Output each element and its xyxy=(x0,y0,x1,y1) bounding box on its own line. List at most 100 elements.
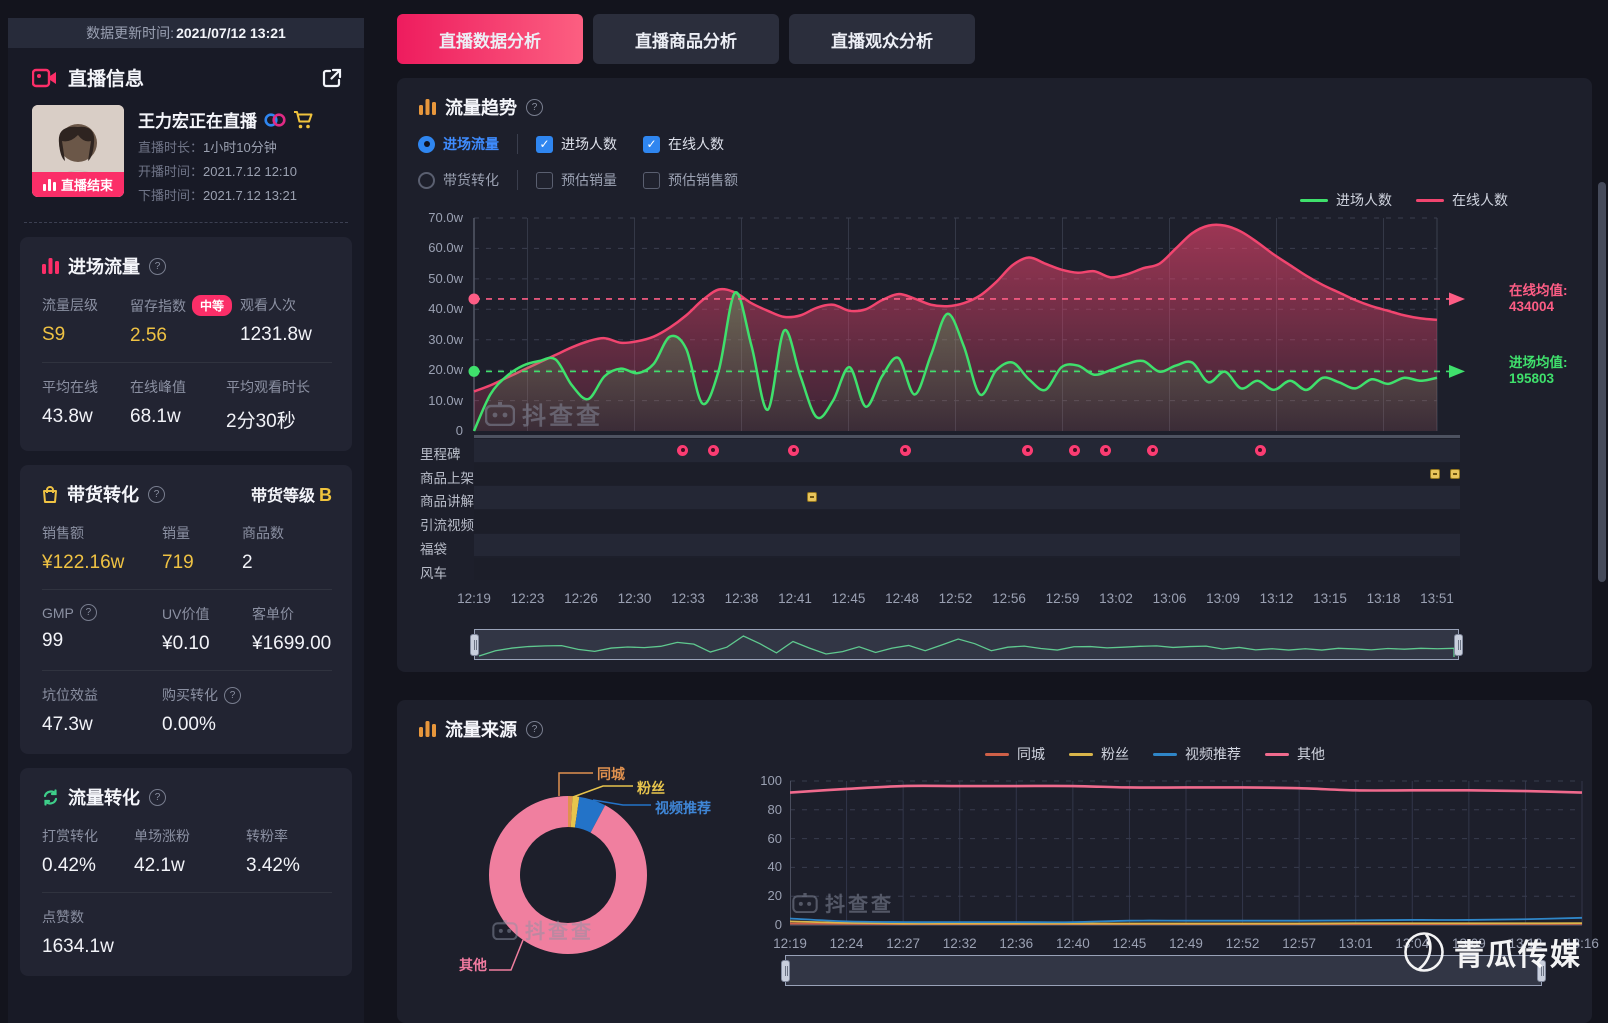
radio-goods-conversion[interactable] xyxy=(418,171,435,189)
help-icon[interactable] xyxy=(149,257,166,275)
checkbox-est-sales-amount-label[interactable]: 预估销售额 xyxy=(668,172,738,188)
live-info-title: 直播信息 xyxy=(68,69,145,90)
tab-live-audience-analysis[interactable]: 直播观众分析 xyxy=(789,14,975,64)
brush-handle-right[interactable] xyxy=(1537,959,1546,982)
event-marker-milestone[interactable] xyxy=(1254,444,1266,456)
donut-slice-粉丝[interactable] xyxy=(570,796,580,828)
legend-item-同城[interactable]: 同城 xyxy=(985,744,1045,764)
legend-item-在线人数[interactable]: 在线人数 xyxy=(1416,190,1508,210)
trend-chart[interactable] xyxy=(397,208,1527,448)
stat-view-count: 观看人次 1231.8w xyxy=(240,297,312,345)
x-tick-label: 12:41 xyxy=(778,591,812,606)
checkbox-est-sales-volume[interactable] xyxy=(536,171,553,189)
event-marker-milestone[interactable] xyxy=(707,444,719,456)
event-marker-milestone[interactable] xyxy=(1100,444,1112,456)
event-marker-milestone[interactable] xyxy=(1022,444,1034,456)
bar-chart-icon-orange xyxy=(419,721,436,737)
checkbox-est-sales-volume-label[interactable]: 预估销量 xyxy=(561,172,617,188)
legend-label: 进场人数 xyxy=(1336,192,1392,208)
page-scrollbar[interactable] xyxy=(1598,182,1606,582)
event-marker-milestone[interactable] xyxy=(1069,444,1081,456)
link-icon[interactable] xyxy=(264,112,286,127)
y-tick-label: 40 xyxy=(767,859,782,875)
stream-duration-row: 直播时长：1小时10分钟 xyxy=(138,140,277,155)
legend-label: 同城 xyxy=(1017,746,1045,762)
sidebar: 数据更新时间: 2021/07/12 13:21 直播信息 xyxy=(8,18,364,1023)
trend-brush[interactable] xyxy=(470,629,1463,660)
checkbox-entry-count-label[interactable]: 进场人数 xyxy=(561,136,617,152)
checkbox-entry-count[interactable] xyxy=(536,135,553,153)
event-marker-product[interactable] xyxy=(1450,468,1461,479)
cart-icon[interactable] xyxy=(293,110,313,129)
trend-controls-row1: 进场流量 进场人数 在线人数 xyxy=(418,134,724,154)
retention-badge: 中等 xyxy=(192,295,233,316)
donut-label-fans: 粉丝 xyxy=(637,780,665,796)
streamer-avatar[interactable]: 直播结束 xyxy=(32,105,124,197)
x-tick-label: 12:24 xyxy=(829,936,864,951)
brush-handle-left[interactable] xyxy=(781,959,790,982)
legend-item-进场人数[interactable]: 进场人数 xyxy=(1300,190,1392,210)
legend-item-其他[interactable]: 其他 xyxy=(1265,744,1325,764)
legend-item-视频推荐[interactable]: 视频推荐 xyxy=(1153,744,1241,764)
bar-chart-mini-icon xyxy=(42,178,56,191)
stat-sales-amount: 销售额 ¥122.16w xyxy=(42,525,125,573)
checkbox-online-count-label[interactable]: 在线人数 xyxy=(668,136,724,152)
stat-gift-conversion: 打赏转化 0.42% xyxy=(42,828,98,876)
external-link-icon[interactable] xyxy=(320,66,344,90)
milestone-row-track xyxy=(474,462,1461,486)
milestone-row-label: 引流视频 xyxy=(420,518,474,534)
milestone-row-track xyxy=(474,510,1460,533)
milestone-row-track xyxy=(474,486,1460,510)
y-tick-label: 40.0w xyxy=(428,301,463,317)
radio-entry-traffic[interactable] xyxy=(418,135,435,153)
help-icon[interactable] xyxy=(526,720,543,738)
brush-handle-right[interactable] xyxy=(1454,633,1463,656)
radio-entry-traffic-label[interactable]: 进场流量 xyxy=(443,136,499,152)
legend-item-粉丝[interactable]: 粉丝 xyxy=(1069,744,1129,764)
bar-chart-icon-pink xyxy=(42,258,59,274)
x-tick-label: 13:09 xyxy=(1451,936,1486,951)
traffic-source-donut[interactable] xyxy=(397,740,787,1015)
tab-live-product-analysis[interactable]: 直播商品分析 xyxy=(593,14,779,64)
source-legend: 同城 粉丝 视频推荐 其他 xyxy=(985,744,1325,764)
event-marker-milestone[interactable] xyxy=(899,444,911,456)
event-marker-product[interactable] xyxy=(807,492,818,503)
shopping-bag-icon xyxy=(43,485,57,503)
milestone-row-label: 商品上架 xyxy=(420,470,474,486)
radio-goods-conversion-label[interactable]: 带货转化 xyxy=(443,172,499,188)
y-tick-label: 0 xyxy=(455,423,463,438)
live-status-text: 直播结束 xyxy=(60,178,113,193)
checkbox-online-count[interactable] xyxy=(643,135,660,153)
update-time: 2021/07/12 13:21 xyxy=(176,25,286,41)
y-tick-label: 60 xyxy=(767,830,782,846)
stat-gmp: GMP 99 xyxy=(42,604,162,655)
event-marker-milestone[interactable] xyxy=(788,444,800,456)
source-chart[interactable] xyxy=(790,771,1590,931)
donut-slice-其他[interactable] xyxy=(489,796,647,954)
y-tick-label: 50.0w xyxy=(428,270,463,286)
event-marker-milestone[interactable] xyxy=(677,444,689,456)
help-icon[interactable] xyxy=(149,788,166,806)
milestone-row-track xyxy=(474,557,1460,581)
help-icon[interactable] xyxy=(79,604,97,621)
donut-slice-视频推荐[interactable] xyxy=(574,796,606,833)
x-tick-label: 12:56 xyxy=(992,591,1026,606)
event-marker-milestone[interactable] xyxy=(1147,444,1159,456)
y-tick-label: 30.0w xyxy=(428,331,463,347)
donut-slice-同城[interactable] xyxy=(568,796,573,828)
x-tick-label: 13:15 xyxy=(1313,591,1347,606)
help-icon[interactable] xyxy=(526,98,543,116)
source-brush[interactable] xyxy=(781,955,1546,986)
event-marker-product[interactable] xyxy=(1430,468,1441,479)
brush-handle-left[interactable] xyxy=(470,633,479,656)
source-title: 流量来源 xyxy=(445,720,517,740)
legend-label: 在线人数 xyxy=(1452,192,1508,208)
checkbox-est-sales-amount[interactable] xyxy=(643,171,660,189)
help-icon[interactable] xyxy=(148,485,165,503)
x-tick-label: 13:02 xyxy=(1099,591,1133,606)
x-tick-label: 12:59 xyxy=(1045,591,1080,606)
help-icon[interactable] xyxy=(224,686,241,704)
tab-live-data-analysis[interactable]: 直播数据分析 xyxy=(397,14,583,64)
